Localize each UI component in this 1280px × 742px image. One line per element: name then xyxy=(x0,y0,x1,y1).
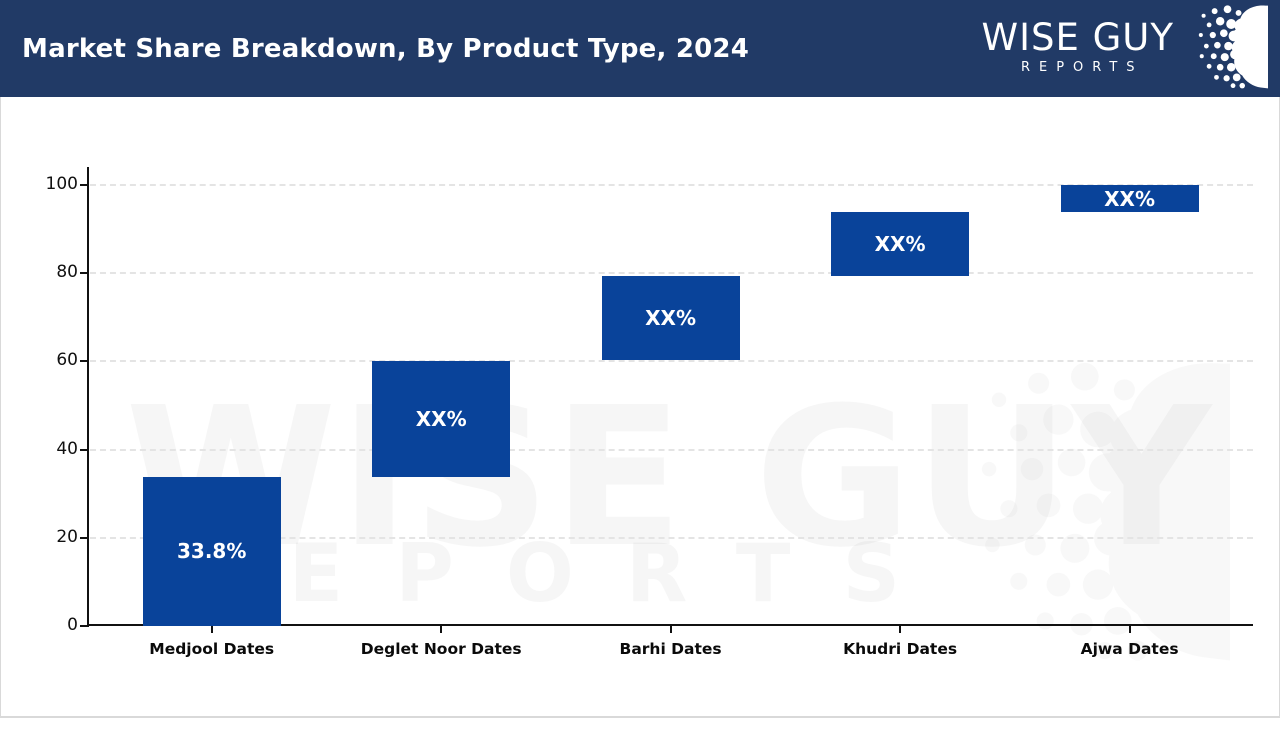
x-category-label: Barhi Dates xyxy=(619,640,722,658)
bar-value-label: XX% xyxy=(645,306,697,331)
gridline xyxy=(90,536,1253,539)
wiseguy-logo: WISE GUY REPORTS xyxy=(982,4,1268,90)
x-tick-mark xyxy=(210,626,213,633)
y-tick-label: 60 xyxy=(56,350,78,371)
header: Market Share Breakdown, By Product Type,… xyxy=(0,0,1280,97)
y-tick-mark xyxy=(80,536,89,539)
x-category-label: Khudri Dates xyxy=(843,640,958,658)
x-tick-mark xyxy=(440,626,443,633)
x-tick-mark xyxy=(669,626,672,633)
x-tick-mark xyxy=(899,626,902,633)
x-tick-mark xyxy=(1128,626,1131,633)
x-category-label: Medjool Dates xyxy=(149,640,275,658)
logo-line2: REPORTS xyxy=(1020,59,1144,75)
card-border-left xyxy=(0,97,1,717)
gridline xyxy=(90,272,1253,275)
y-tick-mark xyxy=(80,360,89,363)
y-axis-line xyxy=(87,167,89,626)
bar: 33.8% xyxy=(142,476,281,626)
bar: XX% xyxy=(831,212,970,277)
bar-value-label: XX% xyxy=(874,232,926,257)
plot-area: 0 20 40 60 80 100 33.8% XX% XX% XX% XX% Medjool Dat… xyxy=(45,167,1253,658)
page-title: Market Share Breakdown, By Product Type,… xyxy=(22,33,749,64)
bar-value-label: XX% xyxy=(415,406,467,431)
x-category-label: Ajwa Dates xyxy=(1080,640,1179,658)
logo-wordmark: WISE GUY REPORTS xyxy=(981,16,1174,75)
gridline xyxy=(90,448,1253,451)
y-tick-label: 0 xyxy=(67,615,78,635)
logo-line1: WISE GUY xyxy=(981,16,1174,60)
bar: XX% xyxy=(601,276,740,361)
gridline xyxy=(90,360,1253,363)
bar: XX% xyxy=(1060,185,1199,213)
y-tick-mark xyxy=(80,625,89,627)
y-tick-mark xyxy=(80,272,89,275)
y-tick-mark xyxy=(80,448,89,451)
y-tick-label: 40 xyxy=(56,438,78,459)
bar-value-label: XX% xyxy=(1104,186,1156,211)
y-tick-label: 100 xyxy=(45,174,78,194)
x-category-label: Deglet Noor Dates xyxy=(360,640,522,658)
y-tick-label: 20 xyxy=(56,526,78,547)
y-tick-mark xyxy=(80,184,89,186)
page: Market Share Breakdown, By Product Type,… xyxy=(0,0,1280,720)
logo-head-icon xyxy=(1198,5,1268,89)
y-tick-label: 80 xyxy=(56,262,78,283)
gridline xyxy=(90,184,1253,186)
card-border-bottom xyxy=(0,716,1280,718)
x-axis-line xyxy=(87,624,1253,626)
bar-value-label: 33.8% xyxy=(176,539,247,564)
bar: XX% xyxy=(372,360,511,477)
